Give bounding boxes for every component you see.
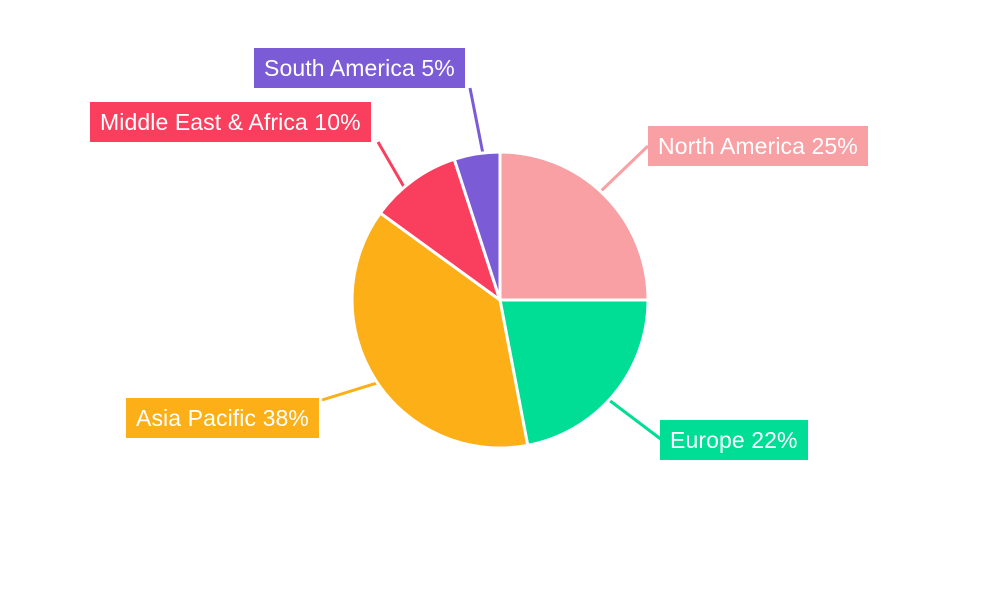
pie-label-north-america[interactable]: North America 25% <box>648 126 868 166</box>
pie-slice-middle-east-africa[interactable] <box>378 157 502 302</box>
pie-slice-north-america[interactable] <box>498 150 650 302</box>
pie-slice-south-america[interactable] <box>452 150 502 302</box>
pie-label-europe[interactable]: Europe 22% <box>660 420 808 460</box>
pie-label-south-america[interactable]: South America 5% <box>254 48 465 88</box>
pie-slices-group <box>350 150 650 450</box>
leader-line-north-america <box>598 144 650 194</box>
pie-slice-asia-pacific[interactable] <box>350 211 530 450</box>
pie-label-asia-pacific[interactable]: Asia Pacific 38% <box>126 398 319 438</box>
pie-label-middle-east-africa[interactable]: Middle East & Africa 10% <box>90 102 371 142</box>
pie-slice-europe[interactable] <box>498 298 650 447</box>
leader-line-south-america <box>468 87 486 160</box>
leader-line-europe <box>608 398 663 442</box>
